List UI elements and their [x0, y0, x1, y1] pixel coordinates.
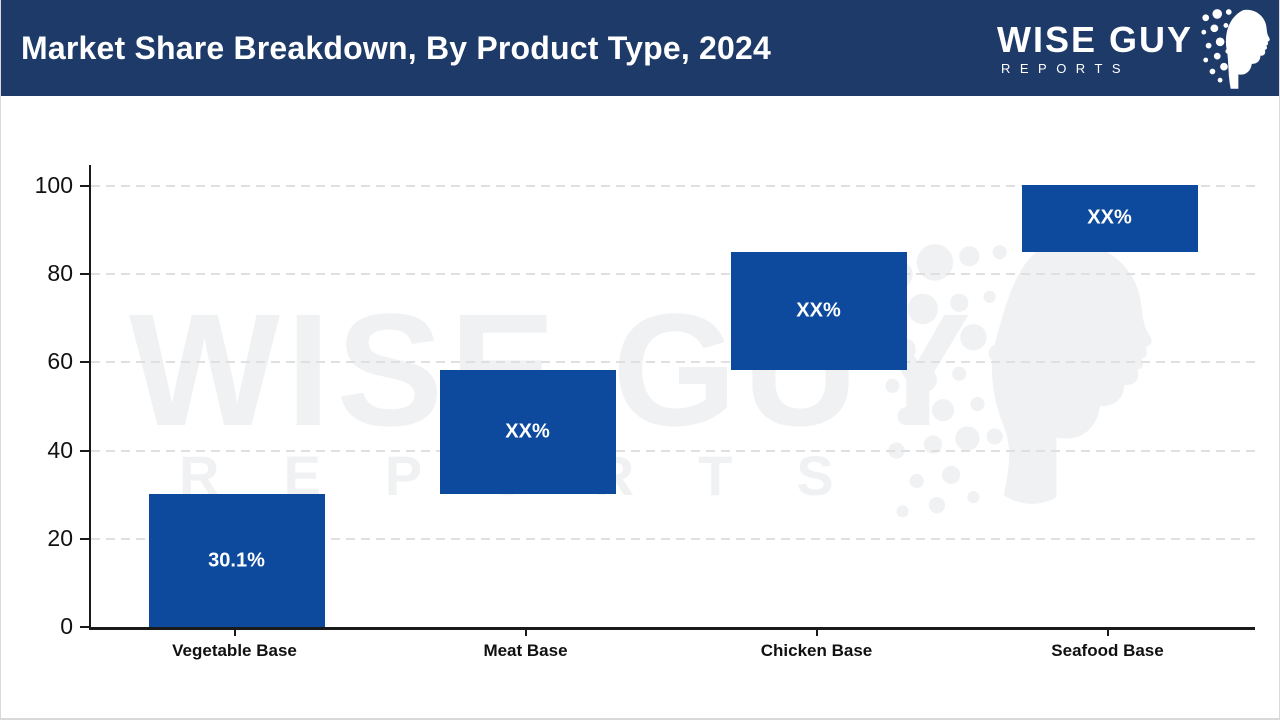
logo-text: WISE GUY REPORTS	[996, 18, 1193, 76]
gridline	[91, 449, 1255, 452]
x-tick-mark	[233, 628, 236, 636]
logo-face-icon	[1201, 9, 1270, 89]
y-tick-label: 60	[47, 348, 73, 375]
gridline	[91, 361, 1255, 364]
x-tick-mark	[815, 628, 818, 636]
y-tick-label: 20	[47, 524, 73, 551]
bar-value-label: XX%	[505, 420, 550, 443]
wise-guy-logo: WISE GUY REPORTS	[997, 7, 1271, 89]
plot-area: 30.1% XX% XX% XX%	[89, 165, 1255, 630]
logo-wordmark: WISE GUY	[996, 18, 1193, 60]
bar: XX%	[730, 251, 907, 371]
bar-value-label: XX%	[796, 299, 841, 322]
x-category-label: Seafood Base	[1051, 641, 1164, 660]
y-tick-mark	[80, 626, 89, 628]
header: Market Share Breakdown, By Product Type,…	[1, 0, 1279, 96]
bar: XX%	[439, 370, 616, 495]
y-tick-label: 40	[47, 436, 73, 463]
y-tick-label: 100	[34, 172, 73, 198]
bar: XX%	[1021, 185, 1198, 252]
y-tick-mark	[80, 185, 89, 187]
x-category-label: Chicken Base	[760, 641, 873, 660]
y-tick-mark	[80, 361, 89, 364]
bar-value-label: XX%	[1087, 206, 1132, 229]
logo-subtitle: REPORTS	[1000, 60, 1131, 76]
gridline	[91, 537, 1255, 540]
bar: 30.1%	[148, 494, 325, 627]
y-tick-label: 0	[60, 613, 73, 639]
y-tick-mark	[80, 273, 89, 276]
x-category-label: Meat Base	[483, 641, 568, 660]
x-category-label: Vegetable Base	[172, 641, 297, 660]
y-tick-mark	[80, 537, 89, 540]
gridline	[91, 185, 1255, 187]
bar-value-label: 30.1%	[208, 549, 265, 572]
gridline	[91, 273, 1255, 276]
y-tick-mark	[80, 449, 89, 452]
x-tick-mark	[1106, 628, 1109, 636]
page-title: Market Share Breakdown, By Product Type,…	[21, 29, 771, 66]
y-tick-label: 80	[47, 260, 73, 287]
x-tick-mark	[524, 628, 527, 636]
